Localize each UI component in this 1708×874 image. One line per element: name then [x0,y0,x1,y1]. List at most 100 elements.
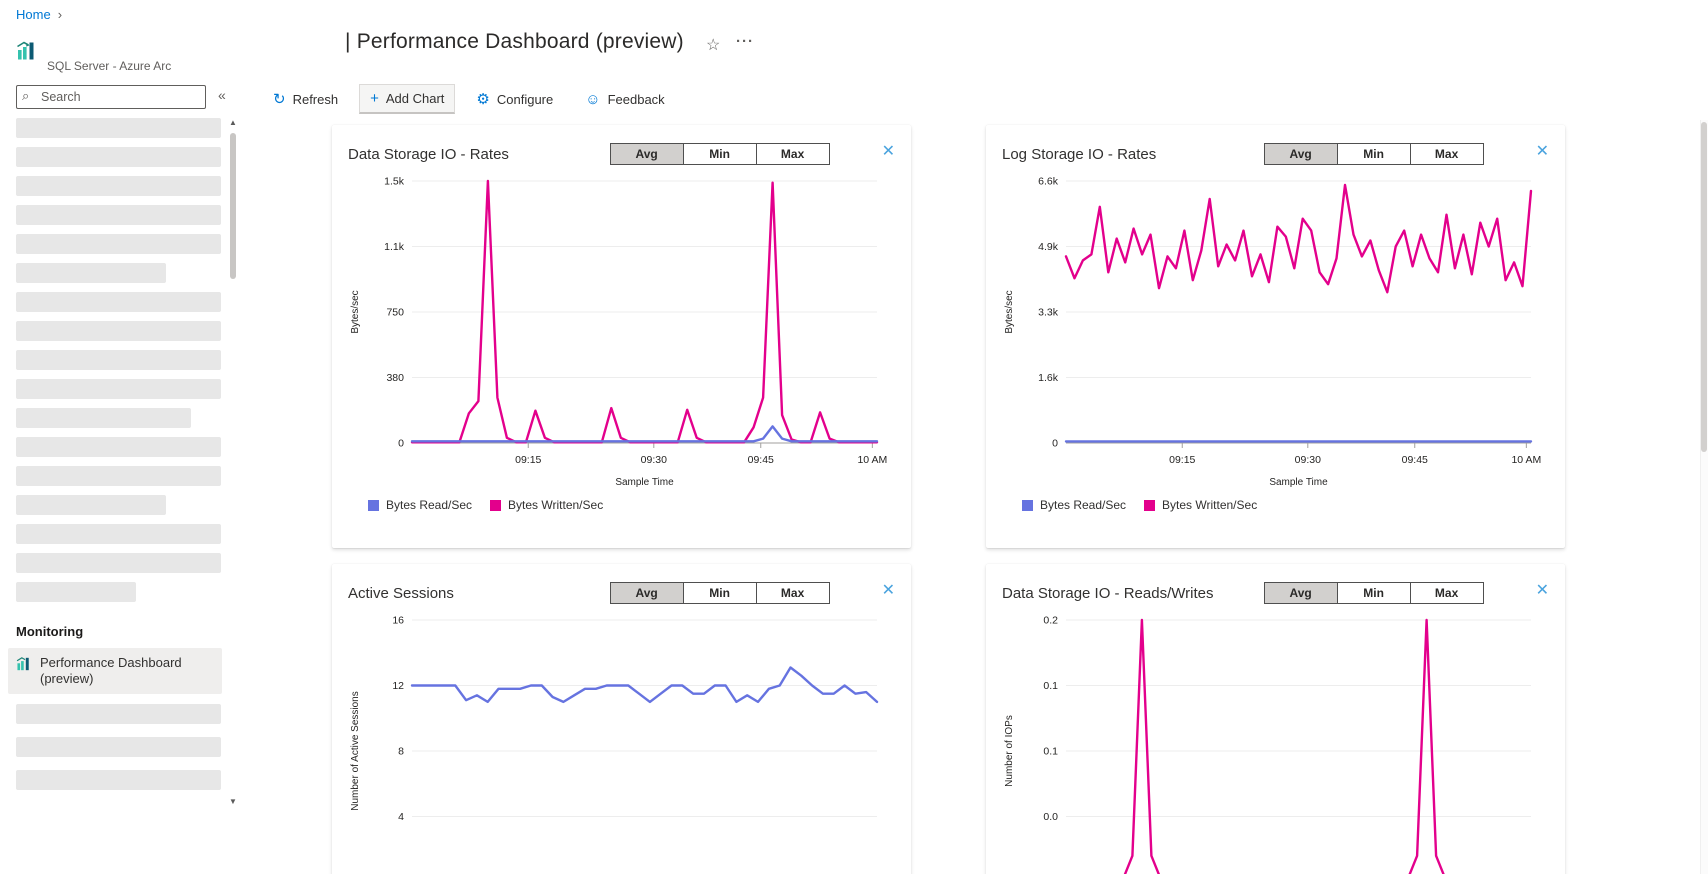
line-chart: 1.5k 1.1k 750 380 0 09:15 09:30 09:45 10 AM Bytes… [344,171,911,498]
feedback-smiley-icon: ☺ [585,90,601,108]
svg-text:09:15: 09:15 [1169,454,1195,466]
legend-item[interactable]: Bytes Written/Sec [1144,498,1257,512]
avg-button[interactable]: Avg [1263,143,1338,165]
legend-item[interactable]: Bytes Read/Sec [368,498,472,512]
card-header: Active Sessions Avg Min Max ✕ [332,564,911,604]
aggregation-toggle: Avg Min Max [609,143,830,165]
min-button[interactable]: Min [682,582,757,604]
close-icon[interactable]: ✕ [1535,582,1549,599]
nav-item-skeleton [16,524,221,544]
svg-text:Bytes/sec: Bytes/sec [350,290,361,333]
legend-swatch [1144,499,1156,511]
legend-label: Bytes Read/Sec [386,498,473,512]
close-icon[interactable]: ✕ [1535,143,1549,160]
nav-item-skeleton [16,553,221,573]
nav-skeleton-list [16,118,221,611]
scroll-down-icon[interactable]: ▼ [229,797,237,806]
svg-text:Sample Time: Sample Time [1269,477,1328,488]
card-header: Data Storage IO - Reads/Writes Avg Min M… [986,564,1565,604]
nav-item-skeleton [16,737,221,757]
svg-text:0: 0 [398,438,404,450]
chart-title: Log Storage IO - Rates [1002,145,1157,163]
min-button[interactable]: Min [1336,582,1411,604]
sidebar-scrollbar-thumb[interactable] [230,133,236,279]
breadcrumb-home-link[interactable]: Home [16,7,51,22]
add-chart-button[interactable]: + Add Chart [359,84,456,114]
aggregation-toggle: Avg Min Max [609,582,830,604]
chart-title: Data Storage IO - Rates [348,145,509,163]
max-button[interactable]: Max [1409,143,1484,165]
plus-icon: + [370,90,379,107]
max-button[interactable]: Max [755,582,830,604]
search-input[interactable] [16,85,206,109]
sql-server-azure-arc-icon [16,40,38,62]
sidebar-item-performance-dashboard[interactable]: Performance Dashboard (preview) [8,648,222,694]
avg-button[interactable]: Avg [609,582,684,604]
chart-card-log-storage-io-rates: Log Storage IO - Rates Avg Min Max ✕ 6.6… [986,125,1565,548]
svg-text:0.1: 0.1 [1043,746,1058,758]
legend-item[interactable]: Bytes Read/Sec [1022,498,1126,512]
legend-item[interactable]: Bytes Written/Sec [490,498,603,512]
legend-label: Bytes Written/Sec [1162,498,1258,512]
avg-button[interactable]: Avg [1263,582,1338,604]
page-title: | Performance Dashboard (preview) [345,30,684,53]
min-button[interactable]: Min [682,143,757,165]
aggregation-toggle: Avg Min Max [1263,582,1484,604]
close-icon[interactable]: ✕ [881,143,895,160]
legend-swatch [490,499,502,511]
nav-item-skeleton [16,147,221,167]
scroll-up-icon[interactable]: ▲ [229,118,237,127]
svg-text:16: 16 [392,615,404,627]
sidebar-collapse-icon[interactable]: « [218,87,226,103]
nav-item-skeleton [16,263,166,283]
chart-title: Data Storage IO - Reads/Writes [1002,584,1214,602]
svg-text:Number of Active Sessions: Number of Active Sessions [350,691,361,811]
command-bar: ↻ Refresh + Add Chart ⚙ Configure ☺ Feed… [262,82,676,116]
svg-text:0.2: 0.2 [1043,615,1058,627]
svg-text:3.3k: 3.3k [1038,307,1059,319]
svg-text:0.0: 0.0 [1043,811,1058,823]
avg-button[interactable]: Avg [609,143,684,165]
close-icon[interactable]: ✕ [881,582,895,599]
svg-text:09:45: 09:45 [1402,454,1428,466]
nav-item-skeleton [16,176,221,196]
svg-text:09:30: 09:30 [1295,454,1321,466]
aggregation-toggle: Avg Min Max [1263,143,1484,165]
configure-button[interactable]: ⚙ Configure [465,85,564,114]
breadcrumb: Home › [16,7,62,22]
svg-text:Bytes/sec: Bytes/sec [1004,290,1015,333]
max-button[interactable]: Max [1409,582,1484,604]
chart-card-data-storage-io-reads-writes: Data Storage IO - Reads/Writes Avg Min M… [986,564,1565,874]
feedback-button[interactable]: ☺ Feedback [574,85,675,114]
configure-label: Configure [496,91,554,107]
svg-text:10 AM: 10 AM [857,454,887,466]
chart-card-data-storage-io-rates: Data Storage IO - Rates Avg Min Max ✕ 1.… [332,125,911,548]
nav-skeleton-list-bottom [16,704,221,803]
chart-title: Active Sessions [348,584,454,602]
nav-item-skeleton [16,770,221,790]
main-scrollbar[interactable] [1700,120,1708,874]
card-header: Log Storage IO - Rates Avg Min Max ✕ [986,125,1565,165]
svg-text:Number of IOPs: Number of IOPs [1004,715,1015,787]
nav-item-skeleton [16,234,221,254]
svg-text:1.6k: 1.6k [1038,372,1059,384]
more-options-icon[interactable]: ··· [736,33,754,50]
card-header: Data Storage IO - Rates Avg Min Max ✕ [332,125,911,165]
sidebar-scrollbar[interactable]: ▲ ▼ [226,118,240,806]
nav-item-skeleton [16,118,221,138]
svg-text:0: 0 [1052,438,1058,450]
add-chart-label: Add Chart [385,91,445,106]
main-scrollbar-thumb[interactable] [1701,122,1707,452]
nav-item-skeleton [16,292,221,312]
max-button[interactable]: Max [755,143,830,165]
svg-text:0.1: 0.1 [1043,680,1058,692]
svg-text:1.1k: 1.1k [384,241,405,253]
sidebar-item-label: Performance Dashboard (preview) [40,655,182,686]
svg-text:10 AM: 10 AM [1511,454,1541,466]
favorite-star-icon[interactable]: ☆ [706,37,721,54]
refresh-button[interactable]: ↻ Refresh [262,85,349,114]
min-button[interactable]: Min [1336,143,1411,165]
nav-item-skeleton [16,205,221,225]
